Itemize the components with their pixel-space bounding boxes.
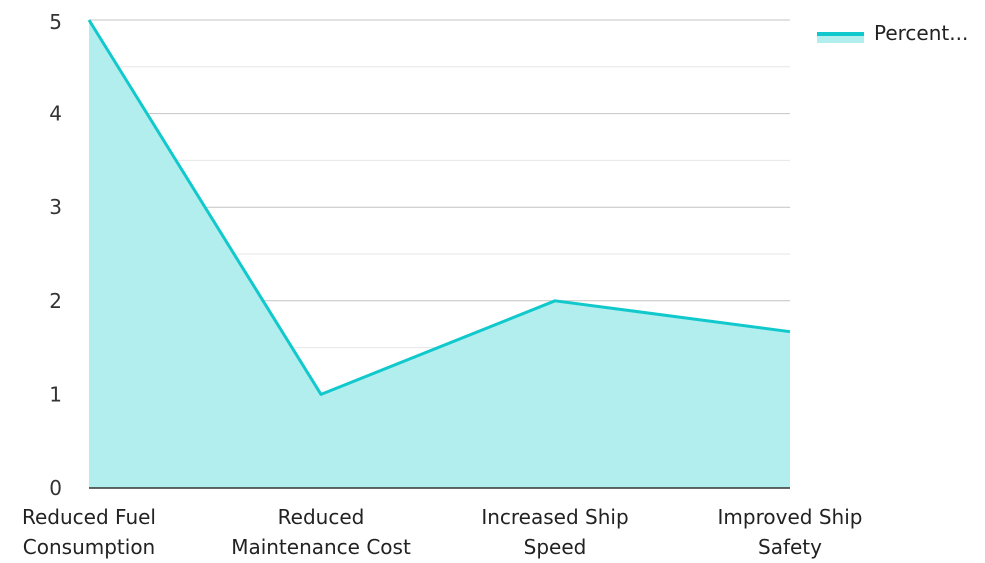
x-category-label-line: Maintenance Cost bbox=[231, 535, 411, 559]
series-line bbox=[87, 19, 791, 396]
x-axis-categories: Reduced Fuel Consumption Reduced Maintenanc… bbox=[22, 505, 862, 559]
legend-label: Percent... bbox=[874, 21, 968, 45]
x-category-label: Improved Ship Safety bbox=[718, 505, 863, 559]
y-tick-label: 2 bbox=[49, 289, 62, 313]
x-category-label-line: Consumption bbox=[23, 535, 155, 559]
x-category-label: Reduced Maintenance Cost bbox=[231, 505, 411, 559]
x-category-label-line: Reduced Fuel bbox=[22, 505, 156, 529]
y-tick-label: 4 bbox=[49, 102, 62, 126]
legend-swatch-fill bbox=[817, 35, 864, 43]
y-tick-label: 3 bbox=[49, 195, 62, 219]
x-category-label-line: Speed bbox=[524, 535, 587, 559]
x-category-label-line: Increased Ship bbox=[481, 505, 628, 529]
y-tick-label: 1 bbox=[49, 382, 62, 406]
x-category-label-line: Reduced bbox=[278, 505, 365, 529]
x-category-label: Increased Ship Speed bbox=[481, 505, 628, 559]
legend[interactable]: Percent... bbox=[817, 21, 968, 45]
y-tick-label: 5 bbox=[49, 10, 62, 34]
x-category-label-line: Safety bbox=[758, 535, 822, 559]
y-axis-ticks: 0 1 2 3 4 5 bbox=[49, 10, 62, 500]
x-category-label-line: Improved Ship bbox=[718, 505, 863, 529]
x-category-label: Reduced Fuel Consumption bbox=[22, 505, 156, 559]
series-area-fill bbox=[89, 20, 790, 488]
y-tick-label: 0 bbox=[49, 476, 62, 500]
